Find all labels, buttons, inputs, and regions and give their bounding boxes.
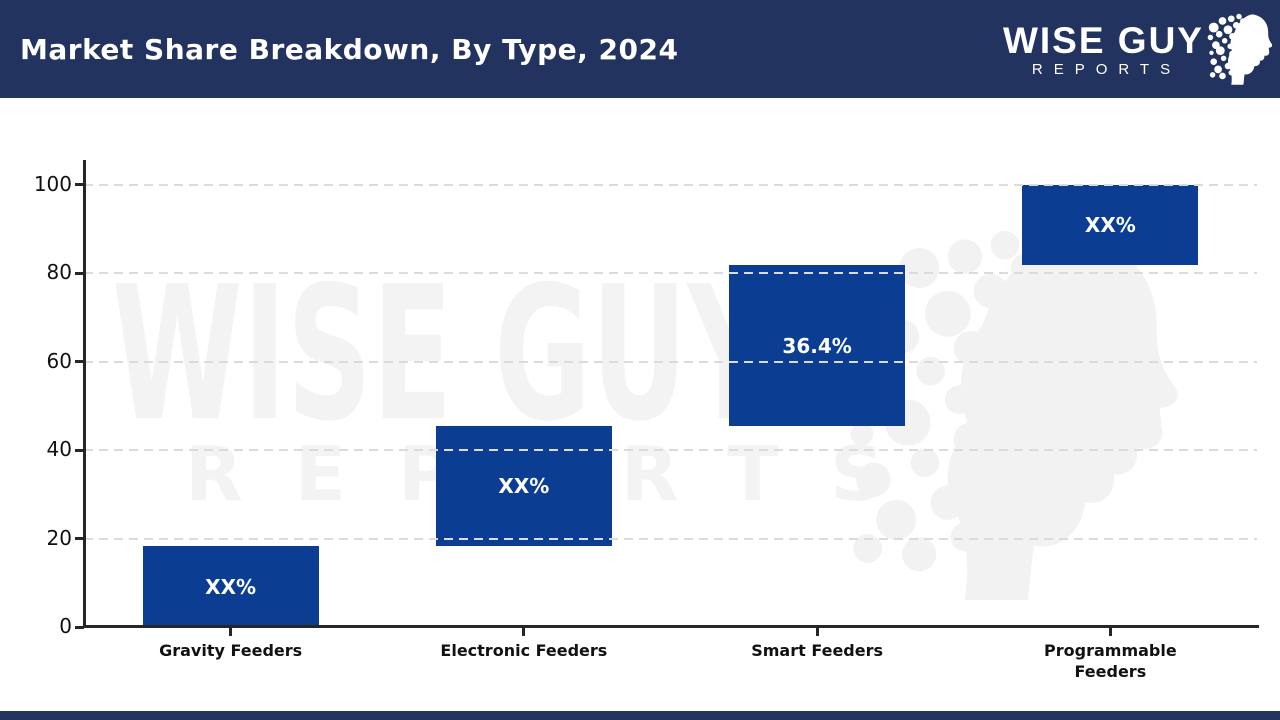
footer-bar <box>0 711 1280 720</box>
logo-text: WISE GUY REPORTS <box>1003 22 1204 77</box>
x-tick-1 <box>522 628 526 636</box>
bar-value-label: 36.4% <box>782 333 852 358</box>
y-tick-label-20: 20 <box>46 525 72 550</box>
wise-guy-reports-logo: WISE GUY REPORTS <box>1003 0 1272 98</box>
logo-subtitle: REPORTS <box>1031 60 1182 78</box>
bar-value-label: XX% <box>1084 212 1136 237</box>
logo-head-icon <box>1207 13 1272 85</box>
y-tick-100 <box>75 183 84 186</box>
y-tick-label-40: 40 <box>46 437 72 461</box>
y-tick-label-100: 100 <box>33 171 72 196</box>
x-tick-2 <box>815 628 819 636</box>
x-category-label-3: Programmable Feeders <box>1044 641 1177 681</box>
bar-segment-2: 36.4% <box>729 265 906 427</box>
y-axis-line <box>83 160 86 628</box>
y-tick-label-60: 60 <box>46 348 72 373</box>
bar-segment-1: XX% <box>435 426 612 546</box>
y-tick-label-0: 0 <box>59 614 72 638</box>
logo-wordmark: WISE GUY <box>1002 19 1204 61</box>
x-tick-0 <box>229 628 233 636</box>
y-tick-0 <box>75 625 84 629</box>
gridline-20 <box>84 537 1257 540</box>
x-axis-line <box>83 625 1259 628</box>
y-tick-20 <box>75 537 84 540</box>
x-category-label-2: Smart Feeders <box>751 641 884 660</box>
x-category-label-1: Electronic Feeders <box>440 641 608 660</box>
waterfall-chart: 0 20 40 60 80 100 XX% XX% 36.4% XX% Gravity Feeder… <box>0 98 1280 711</box>
bar-value-label: XX% <box>205 574 257 599</box>
y-tick-80 <box>75 271 84 275</box>
y-tick-label-80: 80 <box>46 260 72 284</box>
page-title: Market Share Breakdown, By Type, 2024 <box>20 32 679 66</box>
watermark-wordmark: WISE GUY <box>112 246 774 462</box>
bar-value-label: XX% <box>498 474 550 499</box>
gridline-40 <box>84 449 1257 451</box>
x-category-label-0: Gravity Feeders <box>159 641 303 660</box>
gridline-60 <box>84 360 1257 363</box>
header-bar: Market Share Breakdown, By Type, 2024 WI… <box>0 0 1280 98</box>
y-tick-60 <box>75 360 84 363</box>
y-tick-40 <box>75 448 84 452</box>
gridline-80 <box>84 272 1257 274</box>
gridline-100 <box>84 183 1257 186</box>
x-tick-3 <box>1108 628 1112 636</box>
bar-segment-0: XX% <box>142 546 319 627</box>
bar-segment-3: XX% <box>1022 184 1199 266</box>
